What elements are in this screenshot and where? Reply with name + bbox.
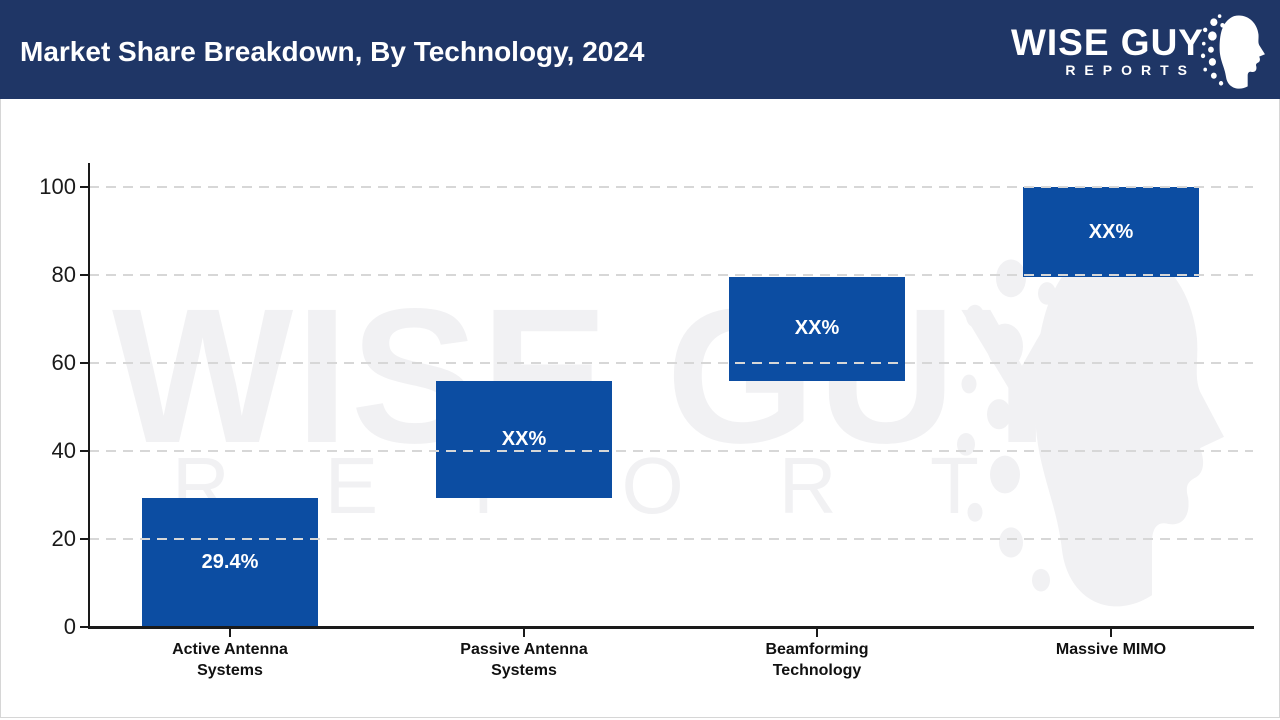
y-tick-80 <box>80 274 89 276</box>
x-tick-massive-mimo <box>1110 629 1112 637</box>
x-tick-passive-antenna-systems <box>523 629 525 637</box>
x-category-label-line: Systems <box>491 662 557 679</box>
y-tick-label-80: 80 <box>51 262 76 287</box>
x-category-label-passive-antenna-systems: Passive Antenna Systems <box>404 639 644 681</box>
x-category-label-active-antenna-systems: Active Antenna Systems <box>110 639 350 681</box>
gridline-100 <box>89 186 1253 188</box>
y-tick-label-40: 40 <box>51 438 76 463</box>
y-tick-label-20: 20 <box>51 526 76 551</box>
x-tick-beamforming-technology <box>816 629 818 637</box>
x-category-label-line: Technology <box>772 662 862 679</box>
y-tick-label-0: 0 <box>63 614 76 639</box>
y-tick-20 <box>80 538 89 540</box>
x-category-label-line: Massive MIMO <box>1055 641 1167 658</box>
page-title: Market Share Breakdown, By Technology, 2… <box>20 36 645 67</box>
x-category-label-line: Active Antenna <box>172 641 288 658</box>
x-category-label-line: Passive Antenna <box>460 641 588 658</box>
y-tick-60 <box>80 362 89 364</box>
y-tick-0 <box>80 626 89 628</box>
gridline-60 <box>89 362 1253 364</box>
x-axis-line <box>88 626 1254 629</box>
x-category-label-massive-mimo: Massive MIMO <box>991 639 1231 660</box>
y-tick-40 <box>80 450 89 452</box>
bar-value-label-beamforming-technology: XX% <box>794 317 840 340</box>
header-bar: Market Share Breakdown, By Technology, 2… <box>0 0 1280 99</box>
y-tick-label-100: 100 <box>39 174 76 199</box>
bar-massive-mimo: XX% <box>1023 187 1199 278</box>
brand-logo: WISE GUY REPORTS <box>1010 4 1272 96</box>
x-category-label-line: Beamforming <box>765 641 869 658</box>
y-axis-line <box>88 163 90 627</box>
x-category-label-line: Systems <box>197 662 263 679</box>
x-category-label-beamforming-technology: Beamforming Technology <box>697 639 937 681</box>
bar-active-antenna-systems: 29.4% <box>142 497 318 627</box>
watermark-head-icon <box>957 238 1224 607</box>
x-tick-active-antenna-systems <box>229 629 231 637</box>
head-profile-icon <box>1200 14 1265 89</box>
logo-wordmark: WISE GUY <box>1010 22 1204 63</box>
bar-value-label-massive-mimo: XX% <box>1088 220 1134 243</box>
y-tick-label-60: 60 <box>51 350 76 375</box>
gridline-40 <box>89 450 1253 452</box>
gridline-80 <box>89 274 1253 276</box>
bar-value-label-active-antenna-systems: 29.4% <box>201 550 259 573</box>
bar-beamforming-technology: XX% <box>729 277 905 381</box>
logo-reports-text: REPORTS <box>1065 62 1196 78</box>
bar-passive-antenna-systems: XX% <box>436 380 612 498</box>
y-tick-100 <box>80 186 89 188</box>
gridline-20 <box>89 538 1253 540</box>
bar-value-label-passive-antenna-systems: XX% <box>501 427 547 450</box>
